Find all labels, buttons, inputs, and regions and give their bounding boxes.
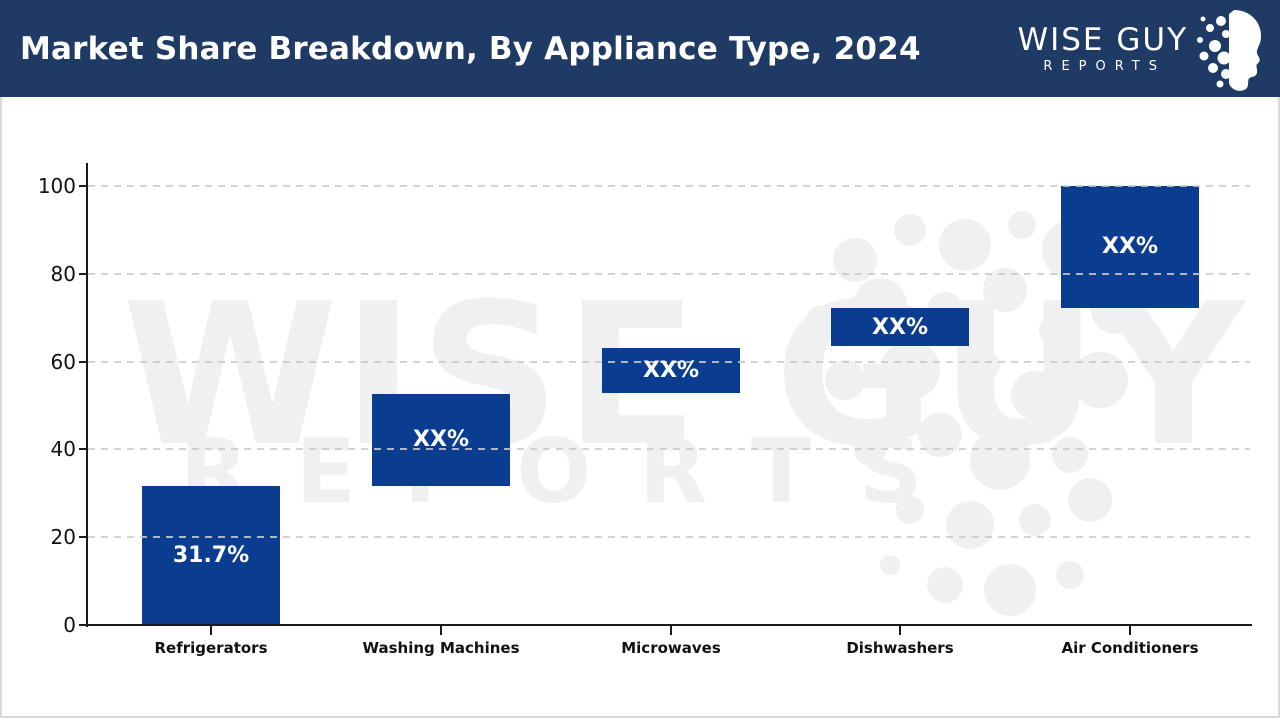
y-tick-label: 40 <box>50 437 76 462</box>
card-left-edge <box>0 97 2 716</box>
y-tick-label: 20 <box>50 525 76 550</box>
logo-wordmark: WISE GUY <box>1017 21 1188 58</box>
x-tick-mark <box>899 626 901 635</box>
x-axis-spine <box>86 624 1252 626</box>
bar-dishwashers <box>831 308 969 347</box>
y-tick-mark <box>79 624 88 626</box>
logo-subtitle: REPORTS <box>1043 58 1167 74</box>
x-tick-mark <box>210 626 212 635</box>
bar-air-conditioners <box>1061 186 1199 308</box>
y-axis-spine <box>86 163 88 627</box>
bar-washing-machines <box>372 393 510 486</box>
y-tick-label: 60 <box>50 349 76 374</box>
gridline-40 <box>88 448 1250 451</box>
logo-face-icon <box>1197 9 1262 91</box>
page-title: Market Share Breakdown, By Appliance Typ… <box>20 30 921 67</box>
x-category-label: Microwaves <box>621 639 721 657</box>
y-tick-label: 100 <box>37 174 76 198</box>
y-tick-mark <box>79 185 88 187</box>
y-tick-label: 80 <box>50 261 76 286</box>
header-bar: Market Share Breakdown, By Appliance Typ… <box>0 0 1280 97</box>
bar-microwaves <box>602 347 740 394</box>
x-category-label: Air Conditioners <box>1061 639 1199 657</box>
card-bottom-edge <box>0 716 1280 718</box>
x-tick-mark <box>440 626 442 635</box>
card-right-edge <box>1278 97 1280 716</box>
gridline-60 <box>88 360 1250 363</box>
wise-guy-reports-logo: WISE GUY REPORTS <box>1017 6 1268 92</box>
y-tick-mark <box>79 448 88 451</box>
gridline-80 <box>88 272 1250 275</box>
x-tick-mark <box>1129 626 1131 635</box>
x-category-label: Washing Machines <box>362 639 520 657</box>
logo-text: WISE GUY REPORTS <box>1017 23 1188 75</box>
watermark-subtitle: REPORTS <box>180 420 971 523</box>
bar-refrigerators <box>142 485 280 625</box>
x-category-label: Dishwashers <box>846 639 954 657</box>
gridline-20 <box>88 536 1250 539</box>
x-tick-mark <box>670 626 672 635</box>
y-tick-label: 0 <box>63 613 76 637</box>
y-tick-mark <box>79 536 88 539</box>
gridline-100 <box>88 185 1250 187</box>
y-tick-mark <box>79 360 88 363</box>
y-tick-mark <box>79 272 88 275</box>
x-category-label: Refrigerators <box>154 639 268 657</box>
